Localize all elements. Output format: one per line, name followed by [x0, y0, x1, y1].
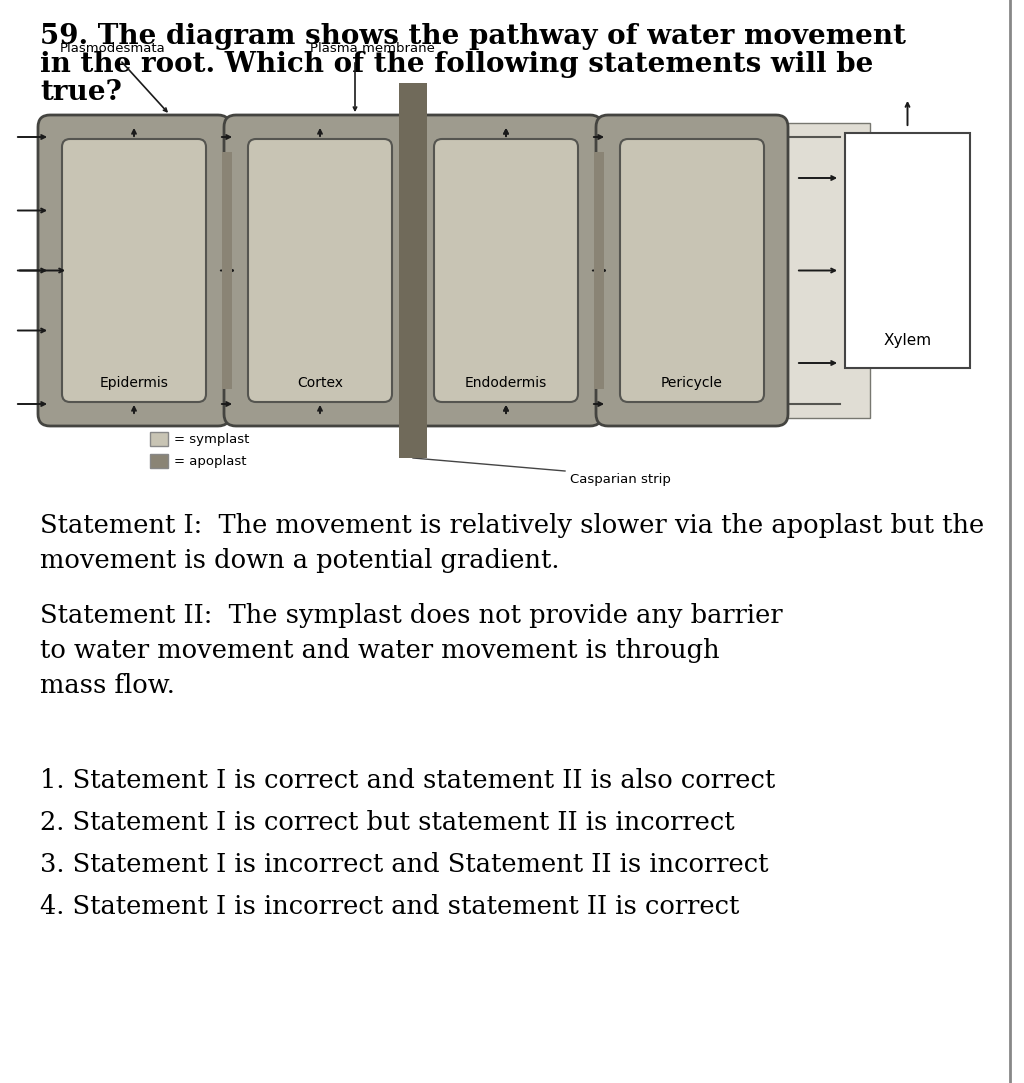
FancyBboxPatch shape	[38, 115, 230, 426]
Text: Plasma membrane: Plasma membrane	[310, 42, 435, 55]
Bar	[150, 432, 168, 446]
FancyBboxPatch shape	[434, 139, 578, 402]
FancyBboxPatch shape	[620, 139, 764, 402]
FancyBboxPatch shape	[224, 115, 416, 426]
Bar	[408, 152, 418, 389]
Text: = symplast: = symplast	[174, 432, 250, 445]
Text: Statement I:  The movement is relatively slower via the apoplast but the movemen: Statement I: The movement is relatively …	[40, 513, 984, 573]
Text: Cortex: Cortex	[297, 376, 343, 390]
Bar	[399, 83, 427, 458]
Text: in the root. Which of the following statements will be: in the root. Which of the following stat…	[40, 51, 873, 78]
Text: Epidermis: Epidermis	[99, 376, 168, 390]
Bar	[42, 123, 870, 418]
Text: Endodermis: Endodermis	[465, 376, 547, 390]
FancyBboxPatch shape	[410, 115, 602, 426]
Bar	[150, 454, 168, 468]
Text: true?: true?	[40, 79, 122, 106]
Text: Xylem: Xylem	[884, 332, 932, 348]
Bar	[594, 152, 604, 389]
Text: 59. The diagram shows the pathway of water movement: 59. The diagram shows the pathway of wat…	[40, 23, 906, 50]
FancyBboxPatch shape	[62, 139, 206, 402]
FancyBboxPatch shape	[596, 115, 788, 426]
Text: 2. Statement I is correct but statement II is incorrect: 2. Statement I is correct but statement …	[40, 810, 734, 835]
Text: 1. Statement I is correct and statement II is also correct: 1. Statement I is correct and statement …	[40, 768, 775, 793]
Text: Pericycle: Pericycle	[662, 376, 723, 390]
Text: = apoplast: = apoplast	[174, 455, 247, 468]
Text: Plasmodesmata: Plasmodesmata	[60, 42, 166, 55]
Bar	[845, 133, 970, 368]
Text: Statement II:  The symplast does not provide any barrier
to water movement and w: Statement II: The symplast does not prov…	[40, 603, 782, 699]
Text: 4. Statement I is incorrect and statement II is correct: 4. Statement I is incorrect and statemen…	[40, 893, 739, 919]
Bar	[222, 152, 232, 389]
FancyBboxPatch shape	[248, 139, 392, 402]
Text: 3. Statement I is incorrect and Statement II is incorrect: 3. Statement I is incorrect and Statemen…	[40, 852, 768, 877]
Text: Casparian strip: Casparian strip	[570, 473, 671, 486]
